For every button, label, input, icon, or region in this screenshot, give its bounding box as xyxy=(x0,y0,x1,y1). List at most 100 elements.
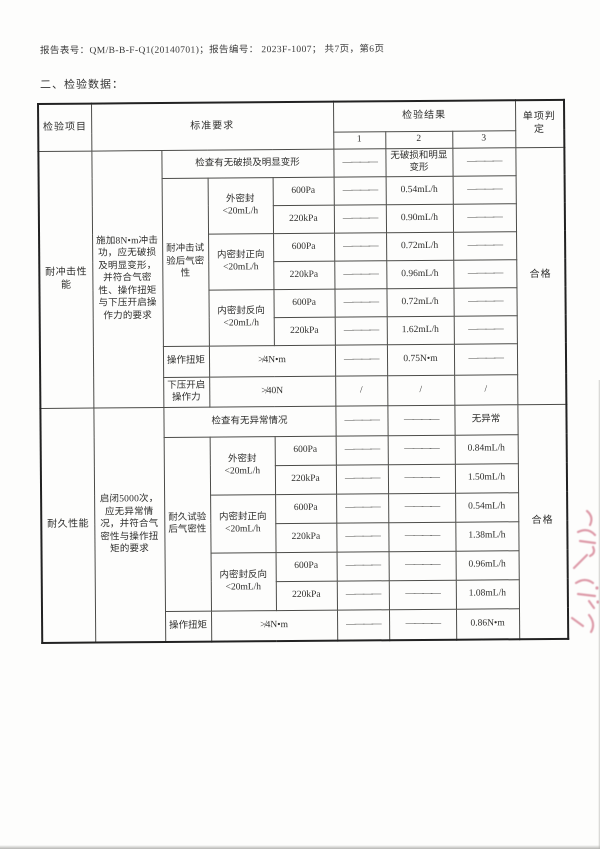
torque-spec: ≯4N•m xyxy=(208,344,336,377)
result-cell: ———— xyxy=(388,521,456,552)
result-cell: ———— xyxy=(387,404,455,436)
result-cell: ———— xyxy=(453,259,517,288)
pressure-cell: 600Pa xyxy=(273,232,335,262)
subcol-3: 3 xyxy=(452,130,516,148)
judgment-cell: 合格 xyxy=(515,146,567,405)
seal-name: 内密封正向 xyxy=(216,250,265,261)
result-cell: / xyxy=(335,375,388,406)
result-cell: ———— xyxy=(333,148,386,177)
pressure-cell: 600Pa xyxy=(275,551,337,582)
result-cell: ———— xyxy=(334,232,387,261)
pressure-cell: 220kPa xyxy=(273,316,335,346)
judgment-cell: 合格 xyxy=(517,403,569,640)
result-cell: ———— xyxy=(334,288,387,317)
result-cell: ———— xyxy=(452,147,516,176)
requirement-durability: 启闭5000次，应无异常情况，并符合气密性与操作扭矩的要求 xyxy=(93,407,166,643)
scan-edge-artifact xyxy=(598,380,600,849)
check-label: 检查有无破损及明显变形 xyxy=(161,148,334,179)
seal-name: 外密封 xyxy=(228,454,257,465)
result-cell: ———— xyxy=(388,579,456,610)
section-title: 二、检验数据： xyxy=(39,78,125,92)
result-cell: ———— xyxy=(336,580,389,610)
seal-name: 外密封 xyxy=(225,194,255,205)
seal-type-cell: 外密封 <20mL/h xyxy=(207,177,274,234)
result-cell: ———— xyxy=(453,315,517,344)
result-cell: 1.38mL/h xyxy=(455,521,519,551)
result-cell: ———— xyxy=(453,287,517,316)
pressure-cell: 600Pa xyxy=(275,493,337,524)
result-cell: 1.08mL/h xyxy=(455,579,519,609)
result-cell: 无破损和明显变形 xyxy=(385,147,453,177)
result-cell: ———— xyxy=(336,609,390,641)
result-cell: ———— xyxy=(333,204,387,233)
result-cell: ———— xyxy=(453,343,518,375)
table-header-row: 检验项目 标准要求 检验结果 单项判定 xyxy=(38,99,565,151)
seal-limit: <20mL/h xyxy=(223,318,259,329)
result-cell: 1.62mL/h xyxy=(386,315,454,345)
check-label: 检查有无异常情况 xyxy=(163,405,336,438)
subcol-2: 2 xyxy=(385,130,453,149)
pressure-cell: 220kPa xyxy=(274,464,337,495)
col-header-judgment: 单项判定 xyxy=(515,99,565,148)
col-header-standard: 标准要求 xyxy=(91,101,334,151)
seal-type-cell: 内密封反向 <20mL/h xyxy=(208,289,274,346)
airtight-after-durability-label: 耐久试验后气密性 xyxy=(163,436,211,612)
seal-limit: <20mL/h xyxy=(223,262,259,273)
result-cell: ———— xyxy=(388,492,456,523)
inspection-data-table: 检验项目 标准要求 检验结果 单项判定 1 2 3 耐冲击性能 施加8N•m冲击… xyxy=(37,98,570,644)
pressure-cell: 220kPa xyxy=(273,260,335,290)
seal-type-cell: 外密封 <20mL/h xyxy=(209,436,276,495)
torque-label: 操作扭矩 xyxy=(162,345,210,378)
result-cell: 0.54mL/h xyxy=(455,492,519,522)
table-row: 耐冲击性能 施加8N•m冲击功，应无破损及明显变形，并符合气密性、操作扭矩与下压… xyxy=(38,146,567,408)
seal-type-cell: 内密封正向 <20mL/h xyxy=(208,233,274,290)
result-cell: ———— xyxy=(333,176,386,205)
seal-name: 内密封反向 xyxy=(217,306,265,317)
requirement-impact: 施加8N•m冲击功，应无破损及明显变形，并符合气密性、操作扭矩与下压开启操作力的… xyxy=(91,150,164,408)
seal-limit: <20mL/h xyxy=(225,582,262,593)
result-cell: ———— xyxy=(336,493,389,523)
result-cell: ———— xyxy=(388,608,457,641)
subcol-1: 1 xyxy=(333,131,386,149)
seal-type-cell: 内密封正向 <20mL/h xyxy=(210,494,276,553)
result-cell: ———— xyxy=(387,463,456,494)
result-cell: ———— xyxy=(452,203,517,232)
result-cell: ———— xyxy=(335,464,389,494)
result-cell: ———— xyxy=(336,522,389,552)
result-cell: ———— xyxy=(334,316,387,345)
result-cell: ———— xyxy=(453,231,517,260)
pressure-cell: 220kPa xyxy=(272,204,335,234)
press-open-spec: ≯40N xyxy=(209,375,336,407)
result-cell: 无异常 xyxy=(454,404,518,435)
item-impact-performance: 耐冲击性能 xyxy=(38,150,94,408)
result-cell: / xyxy=(454,374,518,405)
seal-type-cell: 内密封反向 <20mL/h xyxy=(210,552,276,611)
result-cell: ———— xyxy=(336,551,389,581)
pressure-cell: 600Pa xyxy=(274,435,336,466)
result-cell: 0.90mL/h xyxy=(385,203,454,233)
result-cell: ———— xyxy=(334,260,387,289)
press-open-label: 下压开启操作力 xyxy=(163,376,210,408)
result-cell: / xyxy=(387,374,455,406)
pressure-cell: 220kPa xyxy=(275,580,337,611)
result-cell: ———— xyxy=(388,550,456,581)
pressure-cell: 220kPa xyxy=(275,522,337,553)
result-cell: 0.54mL/h xyxy=(385,175,453,205)
seal-limit: <20mL/h xyxy=(222,206,259,217)
result-cell: 1.50mL/h xyxy=(454,463,519,493)
result-cell: 0.72mL/h xyxy=(386,231,454,261)
result-cell: 0.86N•m xyxy=(455,608,520,640)
result-cell: 0.96mL/h xyxy=(386,259,454,289)
result-cell: ———— xyxy=(335,405,388,436)
result-cell: ———— xyxy=(387,434,455,465)
scan-edge-artifact xyxy=(0,845,600,849)
item-durability-performance: 耐久性能 xyxy=(40,407,96,643)
col-header-result: 检验结果 xyxy=(332,100,516,132)
result-cell: 0.72mL/h xyxy=(386,287,454,317)
pressure-cell: 600Pa xyxy=(272,176,334,206)
col-header-item: 检验项目 xyxy=(38,103,92,151)
result-cell: ———— xyxy=(335,435,388,465)
seal-name: 内密封正向 xyxy=(218,512,267,523)
seal-limit: <20mL/h xyxy=(225,524,261,535)
